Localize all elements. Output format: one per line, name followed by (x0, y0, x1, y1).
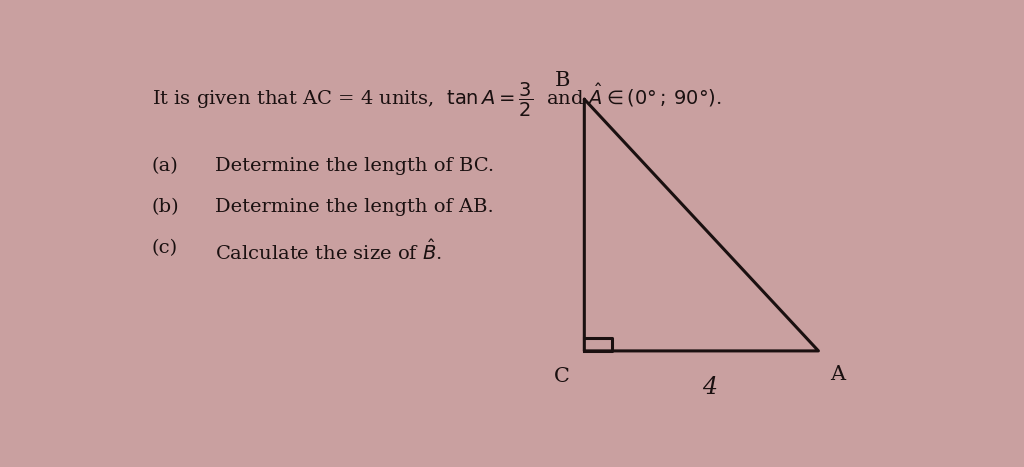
Text: It is given that AC = 4 units,  $\tan A = \dfrac{3}{2}$  and $\hat{A} \in (0°\,;: It is given that AC = 4 units, $\tan A =… (152, 81, 722, 119)
Text: (c): (c) (152, 240, 178, 257)
Text: C: C (554, 367, 570, 386)
Text: (b): (b) (152, 198, 179, 216)
Text: Determine the length of AB.: Determine the length of AB. (215, 198, 494, 216)
Text: (a): (a) (152, 157, 178, 175)
Text: Calculate the size of $\hat{B}$.: Calculate the size of $\hat{B}$. (215, 240, 442, 264)
Text: B: B (555, 71, 570, 90)
Text: 4: 4 (701, 376, 717, 399)
Text: A: A (830, 365, 846, 384)
Text: Determine the length of BC.: Determine the length of BC. (215, 157, 495, 175)
